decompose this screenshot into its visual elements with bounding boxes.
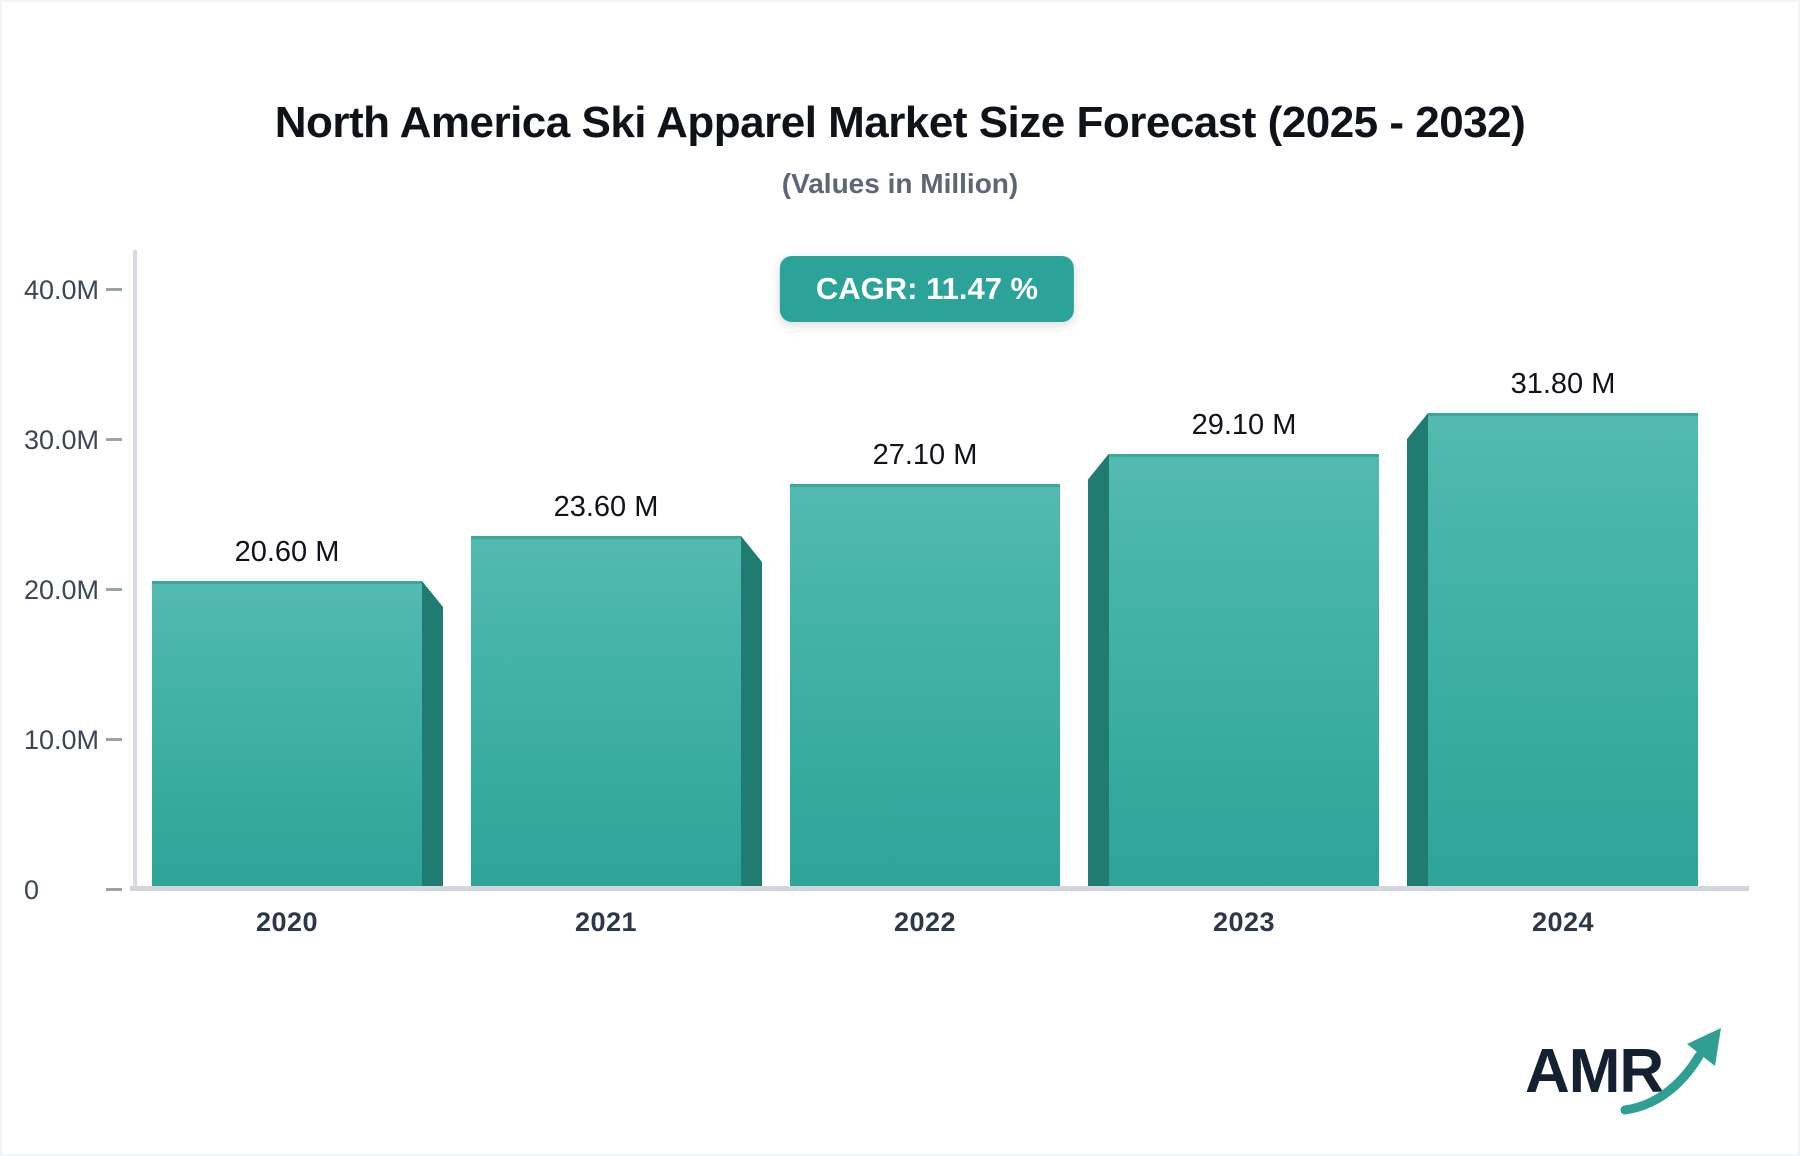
y-tick-mark: [106, 288, 122, 291]
x-tick-label: 2020: [255, 907, 319, 937]
y-tick-label: 30.0M: [24, 425, 100, 455]
bar-value-label: 20.60 M: [234, 536, 340, 568]
bar-2021: [471, 536, 741, 890]
amr-logo-graphic: AMR: [1525, 1028, 1721, 1115]
y-tick-label: 10.0M: [24, 725, 100, 755]
chart-subtitle: (Values in Million): [781, 168, 1019, 199]
amr-logo-text: AMR: [1525, 1037, 1663, 1106]
x-axis-baseline: [130, 886, 1749, 891]
y-tick-mark: [106, 738, 122, 741]
growth-arrowhead-icon: [1687, 1028, 1721, 1066]
bar-value-label: 23.60 M: [553, 491, 659, 523]
bar-value-label: 27.10 M: [872, 438, 978, 471]
chart-title: North America Ski Apparel Market Size Fo…: [274, 98, 1526, 147]
y-tick-mark: [106, 888, 122, 891]
cagr-badge: CAGR: 11.47 %: [779, 256, 1075, 322]
y-tick-label: 40.0M: [24, 275, 100, 305]
bar-2024: [1428, 413, 1698, 890]
x-tick-label: 2023: [1212, 907, 1276, 937]
amr-logo: AMR: [1517, 1020, 1747, 1125]
growth-arrow-icon: [1620, 1051, 1704, 1115]
y-axis-line: [133, 250, 137, 888]
bar-side-shadow: [1407, 413, 1428, 890]
x-tick-label: 2022: [893, 907, 957, 937]
x-tick-label: 2024: [1531, 907, 1595, 937]
bar-side-shadow: [741, 536, 762, 890]
y-tick-mark: [106, 438, 122, 441]
bar-2022: [790, 483, 1060, 890]
bar-side-shadow: [1088, 453, 1109, 890]
bar-2023: [1109, 453, 1379, 890]
bar-value-label: 31.80 M: [1510, 368, 1616, 400]
y-tick-label: 20.0M: [24, 575, 100, 605]
bar-side-shadow: [422, 581, 443, 890]
bar-value-label: 29.10 M: [1191, 408, 1297, 441]
y-tick-mark: [106, 588, 122, 591]
x-tick-label: 2021: [574, 907, 638, 937]
y-tick-label: 0: [24, 875, 40, 905]
bar-2020: [152, 581, 422, 890]
